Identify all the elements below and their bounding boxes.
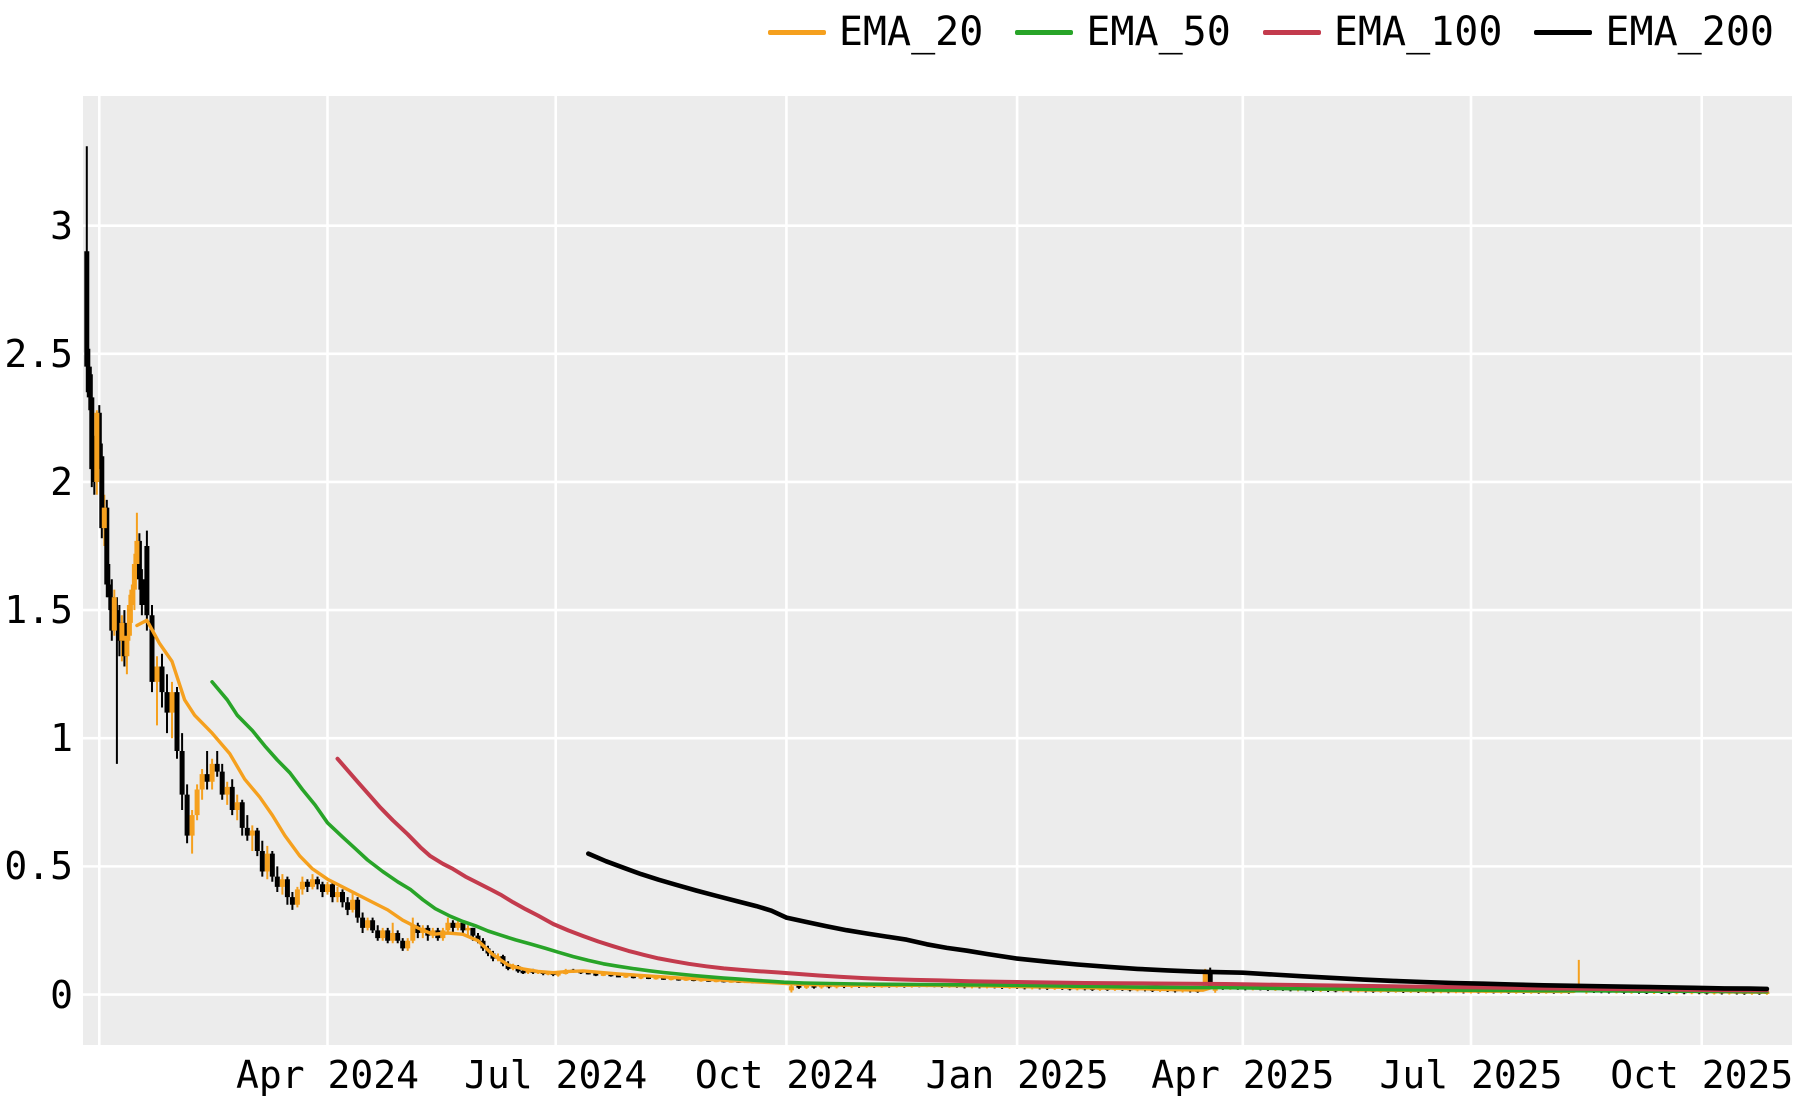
legend-label: EMA_200	[1605, 9, 1774, 55]
legend-label: EMA_100	[1333, 9, 1503, 55]
legend-line-sample-ema_50	[1015, 29, 1074, 35]
y-tick-label: 1.5	[4, 588, 73, 633]
x-tick-label: Jul 2025	[1379, 1053, 1563, 1097]
x-tick-label: Oct 2025	[1610, 1053, 1794, 1097]
y-tick-label: 2	[50, 459, 73, 504]
plot-background	[83, 96, 1792, 1045]
legend-item-ema_100: EMA_100	[1262, 9, 1503, 55]
line-ema_200	[585, 851, 1770, 992]
legend-line-sample-ema_200	[1534, 29, 1593, 35]
legend-label: EMA_20	[838, 9, 984, 55]
x-tick-label: Apr 2025	[1151, 1053, 1335, 1097]
legend-line-sample-ema_20	[767, 29, 826, 35]
legend-line-sample-ema_100	[1262, 29, 1321, 35]
legend-item-ema_200: EMA_200	[1534, 12, 1774, 52]
x-tick-label: Oct 2024	[694, 1053, 878, 1097]
y-tick-label: 1	[50, 716, 73, 761]
line-ema_50	[210, 680, 1769, 994]
x-tick-label: Apr 2024	[235, 1053, 420, 1097]
chart-legend: EMA_20 EMA_50 EMA_100 EMA_200	[767, 9, 1774, 55]
legend-item-ema_20: EMA_20	[767, 9, 984, 55]
x-tick-label: Jul 2024	[464, 1053, 648, 1097]
line-ema_100	[335, 756, 1769, 993]
y-tick-label: 0	[50, 972, 73, 1017]
y-tick-label: 0.5	[4, 844, 73, 889]
y-tick-label: 2.5	[4, 331, 73, 376]
x-tick-label: Jan 2025	[925, 1053, 1109, 1097]
legend-label: EMA_50	[1086, 9, 1231, 55]
legend-item-ema_50: EMA_50	[1015, 12, 1231, 52]
y-tick-label: 3	[50, 203, 73, 248]
